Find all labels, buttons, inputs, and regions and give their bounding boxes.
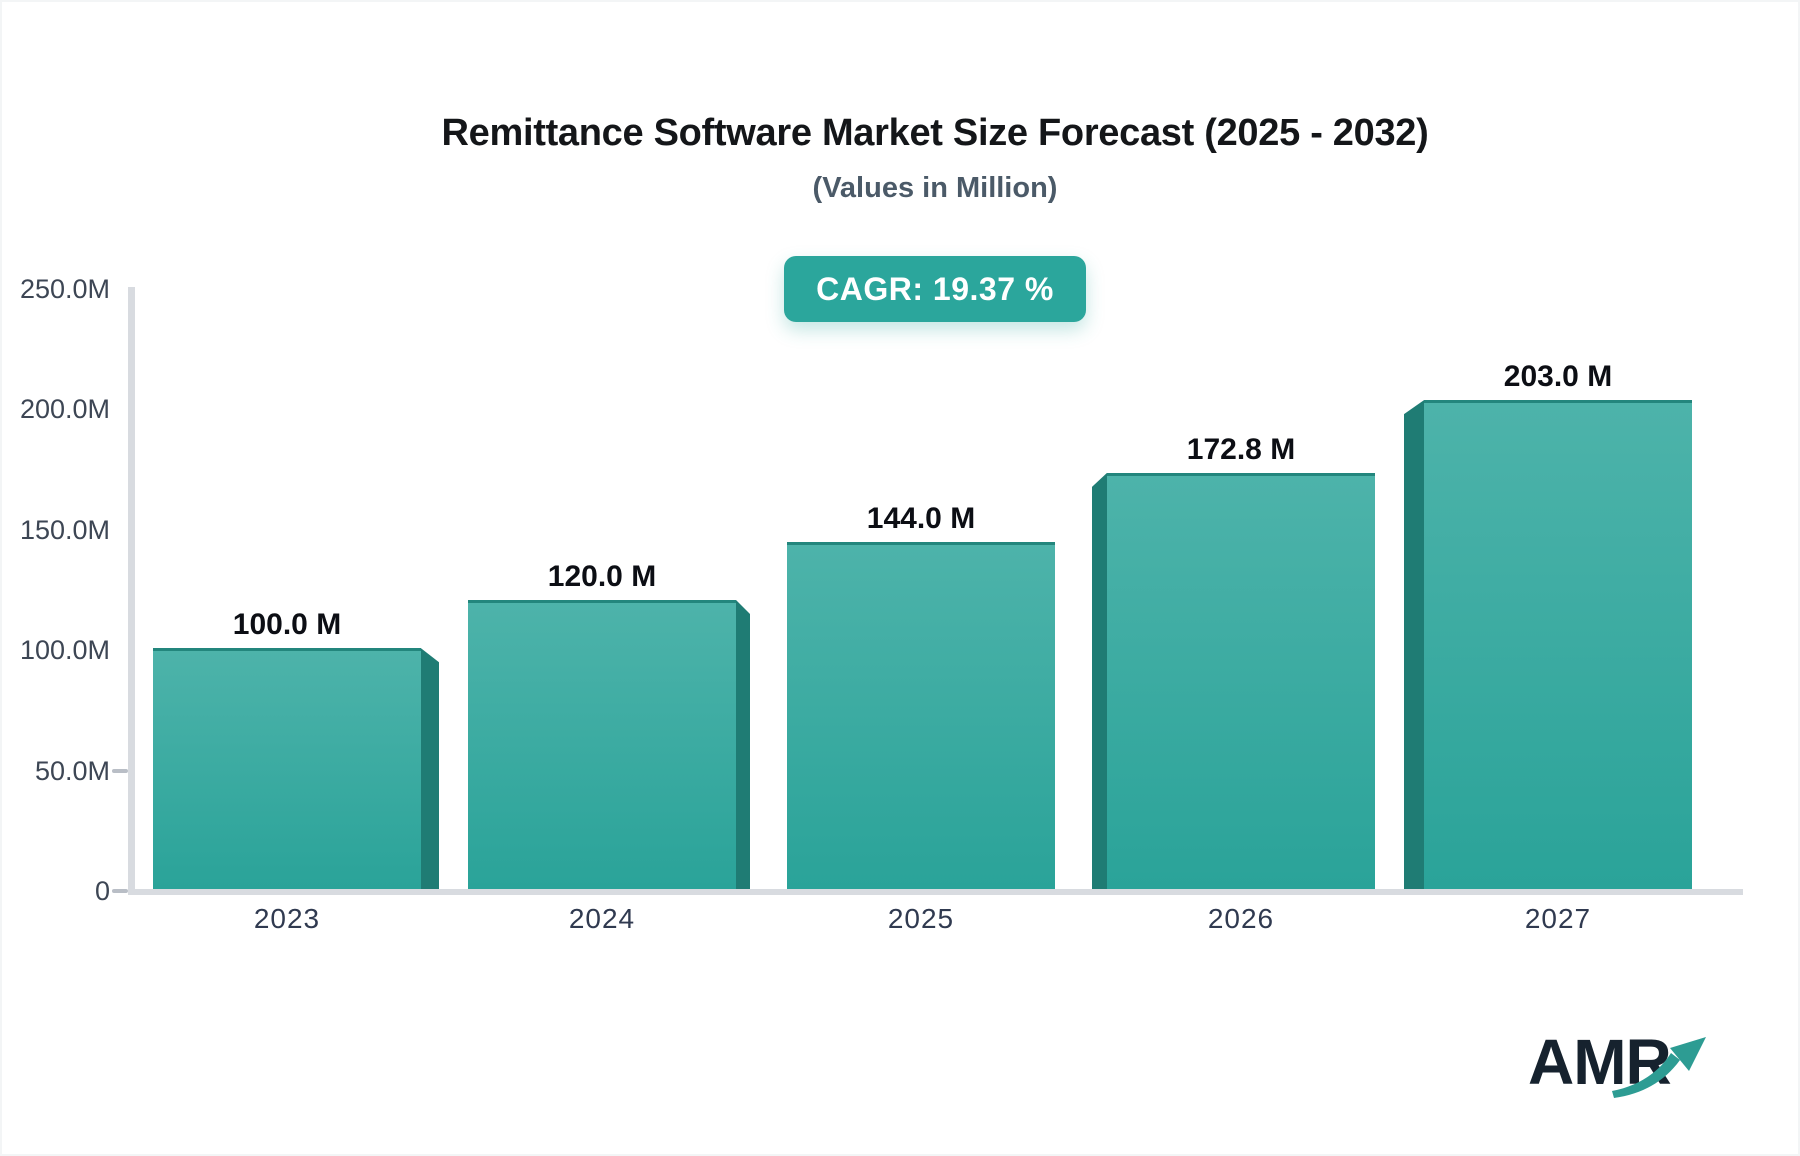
cagr-badge: CAGR: 19.37 % [784,256,1086,322]
bar-side-2024 [736,600,750,889]
y-tick-dash [112,889,128,893]
y-tick-label: 150.0M [19,514,110,545]
y-tick-dash [112,768,128,773]
bar-value-label-2023: 100.0 M [232,608,342,642]
x-category-label-2025: 2025 [887,903,955,934]
amr-logo: AMR [1528,1030,1713,1110]
y-tick-label: 0 [94,876,110,906]
y-tick-label: 100.0M [19,635,110,666]
bar-2025 [787,542,1055,889]
bar-side-2023 [421,648,439,889]
growth-arrow-icon [1612,1037,1706,1098]
bar-value-label-2024: 120.0 M [547,560,657,594]
bar-2026 [1107,472,1375,889]
bar-side-2027 [1404,400,1424,889]
bar-value-label-2026: 172.8 M [1186,432,1296,466]
y-tick-label: 50.0M [34,755,110,786]
bar-value-label-2025: 144.0 M [866,502,976,536]
x-category-label-2027: 2027 [1524,903,1592,934]
x-category-label-2024: 2024 [568,903,636,934]
y-tick-label: 250.0M [19,274,110,304]
x-category-label-2026: 2026 [1207,903,1275,934]
bar-2023 [153,648,421,889]
x-category-label-2023: 2023 [253,903,321,934]
bar-2024 [468,600,736,889]
bar-side-2026 [1092,472,1107,889]
bar-2027 [1424,400,1692,889]
chart-subtitle: (Values in Million) [812,172,1058,204]
bar-value-label-2027: 203.0 M [1503,360,1613,394]
cagr-badge-row: CAGR: 19.37 % [130,256,1740,322]
x-axis-line [128,889,1743,895]
y-axis-line [128,287,135,895]
chart-title: Remittance Software Market Size Forecast… [441,112,1429,154]
y-tick-label: 200.0M [19,394,110,425]
